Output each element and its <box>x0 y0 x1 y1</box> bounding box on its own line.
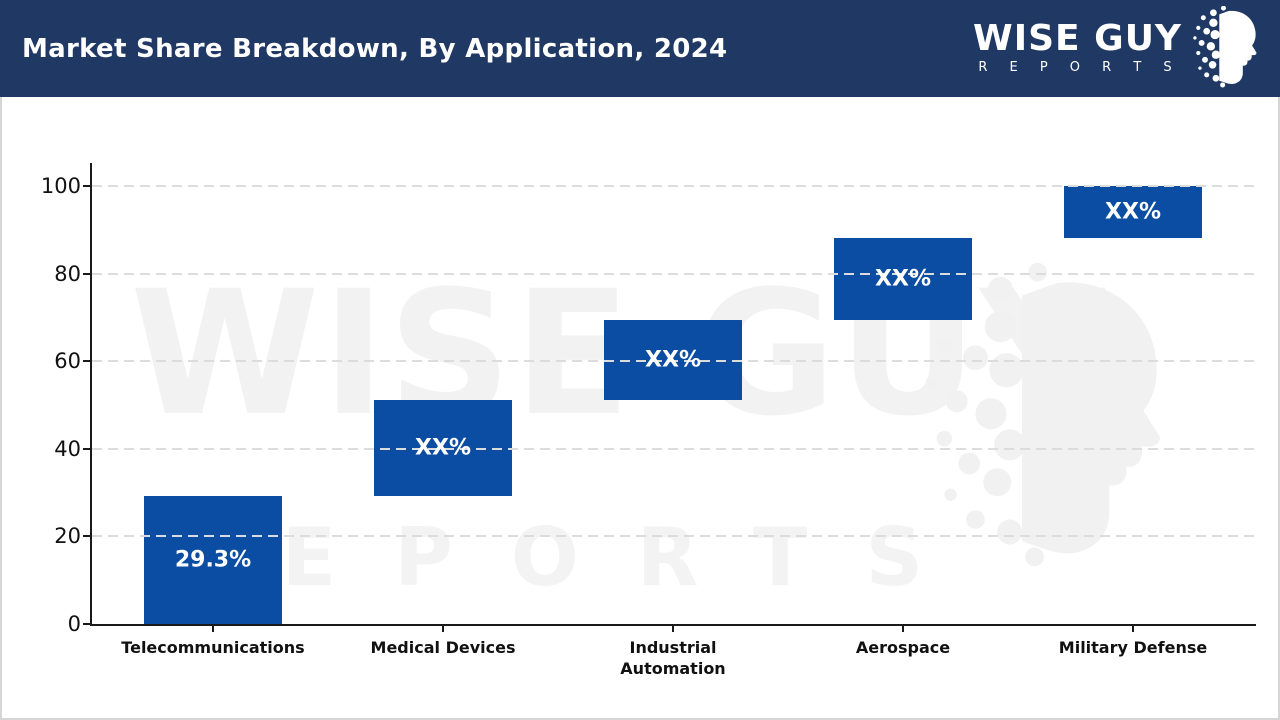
y-tick-label: 60 <box>54 349 81 374</box>
bar-value-label: XX% <box>415 435 471 461</box>
bar-telecommunications <box>144 495 282 624</box>
logo-head-icon <box>1193 6 1257 88</box>
y-gridline <box>92 272 1256 275</box>
bar-value-label: XX% <box>645 347 701 373</box>
header-bar: Market Share Breakdown, By Application, … <box>0 0 1280 97</box>
x-axis-tick <box>672 626 674 632</box>
logo-wordmark: WISE GUY <box>972 18 1182 59</box>
wise-guy-reports-logo: WISE GUY R E P O R T S <box>973 6 1268 90</box>
y-axis-tick <box>83 185 90 188</box>
x-category-label: Military Defense <box>1058 638 1208 657</box>
y-gridline <box>92 447 1256 450</box>
bar-value-label: XX% <box>875 266 931 292</box>
y-axis-spine <box>90 163 92 626</box>
bar-military-defense <box>1064 186 1202 239</box>
x-axis-spine <box>90 624 1256 626</box>
x-category-label: Medical Devices <box>370 638 516 657</box>
x-axis-tick <box>212 626 214 632</box>
y-tick-label: 80 <box>54 261 81 286</box>
y-gridline <box>92 535 1256 538</box>
bar-aerospace <box>834 238 972 320</box>
bar-value-label: XX% <box>1105 199 1161 225</box>
y-axis-tick <box>83 272 90 275</box>
bar-value-label: 29.3% <box>174 547 252 573</box>
logo-text: WISE GUY R E P O R T S <box>972 18 1182 76</box>
x-category-label: Aerospace <box>855 638 951 657</box>
y-tick-label: 100 <box>40 174 81 199</box>
y-tick-label: 0 <box>67 612 81 636</box>
y-tick-label: 40 <box>54 436 81 461</box>
bar-industrial-automation <box>604 319 742 401</box>
y-gridline <box>92 360 1256 363</box>
y-axis-tick <box>83 360 90 363</box>
x-category-label: Industrial Automation <box>620 638 726 678</box>
y-axis-tick <box>83 535 90 538</box>
y-axis-tick <box>83 623 90 625</box>
watermark-text-reports: REPORTS <box>162 511 982 604</box>
y-tick-label: 20 <box>54 524 81 549</box>
watermark-head-icon <box>925 262 1160 567</box>
y-gridline <box>92 185 1256 188</box>
chart-title: Market Share Breakdown, By Application, … <box>22 33 728 64</box>
x-axis-tick <box>902 626 904 632</box>
y-axis-tick <box>83 447 90 450</box>
logo-subtitle: R E P O R T S <box>978 60 1181 75</box>
x-axis-tick <box>442 626 444 632</box>
x-axis-tick <box>1132 626 1134 632</box>
x-category-label: Telecommunications <box>121 638 305 657</box>
